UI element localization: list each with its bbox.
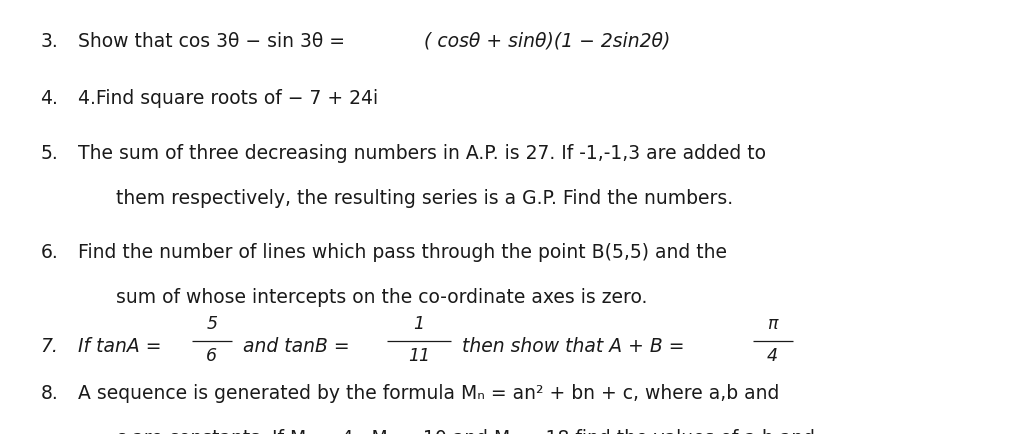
Text: 11: 11: [408, 347, 430, 365]
Text: A sequence is generated by the formula Mₙ = an² + bn + c, where a,b and: A sequence is generated by the formula M…: [79, 384, 780, 403]
Text: Show that cos 3θ − sin 3θ =: Show that cos 3θ − sin 3θ =: [79, 32, 351, 51]
Text: 4: 4: [767, 347, 778, 365]
Text: 1: 1: [414, 315, 424, 333]
Text: 5.: 5.: [40, 144, 58, 163]
Text: 6: 6: [206, 347, 217, 365]
Text: 7.: 7.: [40, 337, 58, 356]
Text: 4.: 4.: [40, 89, 58, 108]
Text: 8.: 8.: [40, 384, 58, 403]
Text: π: π: [767, 315, 778, 333]
Text: and tanB =: and tanB =: [237, 337, 355, 356]
Text: ( cosθ + sinθ)(1 − 2sin2θ): ( cosθ + sinθ)(1 − 2sin2θ): [424, 32, 670, 51]
Text: 6.: 6.: [40, 243, 58, 262]
Text: 5: 5: [206, 315, 217, 333]
Text: then show that A + B =: then show that A + B =: [456, 337, 690, 356]
Text: Find the number of lines which pass through the point B(5,5) and the: Find the number of lines which pass thro…: [79, 243, 727, 262]
Text: c are constants. If M₁ = 4 , M₂ = 10 and M₃ = 18,find the values of a,b and: c are constants. If M₁ = 4 , M₂ = 10 and…: [116, 429, 815, 434]
Text: The sum of three decreasing numbers in A.P. is 27. If -1,-1,3 are added to: The sum of three decreasing numbers in A…: [79, 144, 767, 163]
Text: them respectively, the resulting series is a G.P. Find the numbers.: them respectively, the resulting series …: [116, 189, 733, 208]
Text: 4.Find square roots of − 7 + 24i: 4.Find square roots of − 7 + 24i: [79, 89, 379, 108]
Text: If tanA =: If tanA =: [79, 337, 168, 356]
Text: 3.: 3.: [40, 32, 58, 51]
Text: sum of whose intercepts on the co-ordinate axes is zero.: sum of whose intercepts on the co-ordina…: [116, 288, 647, 307]
